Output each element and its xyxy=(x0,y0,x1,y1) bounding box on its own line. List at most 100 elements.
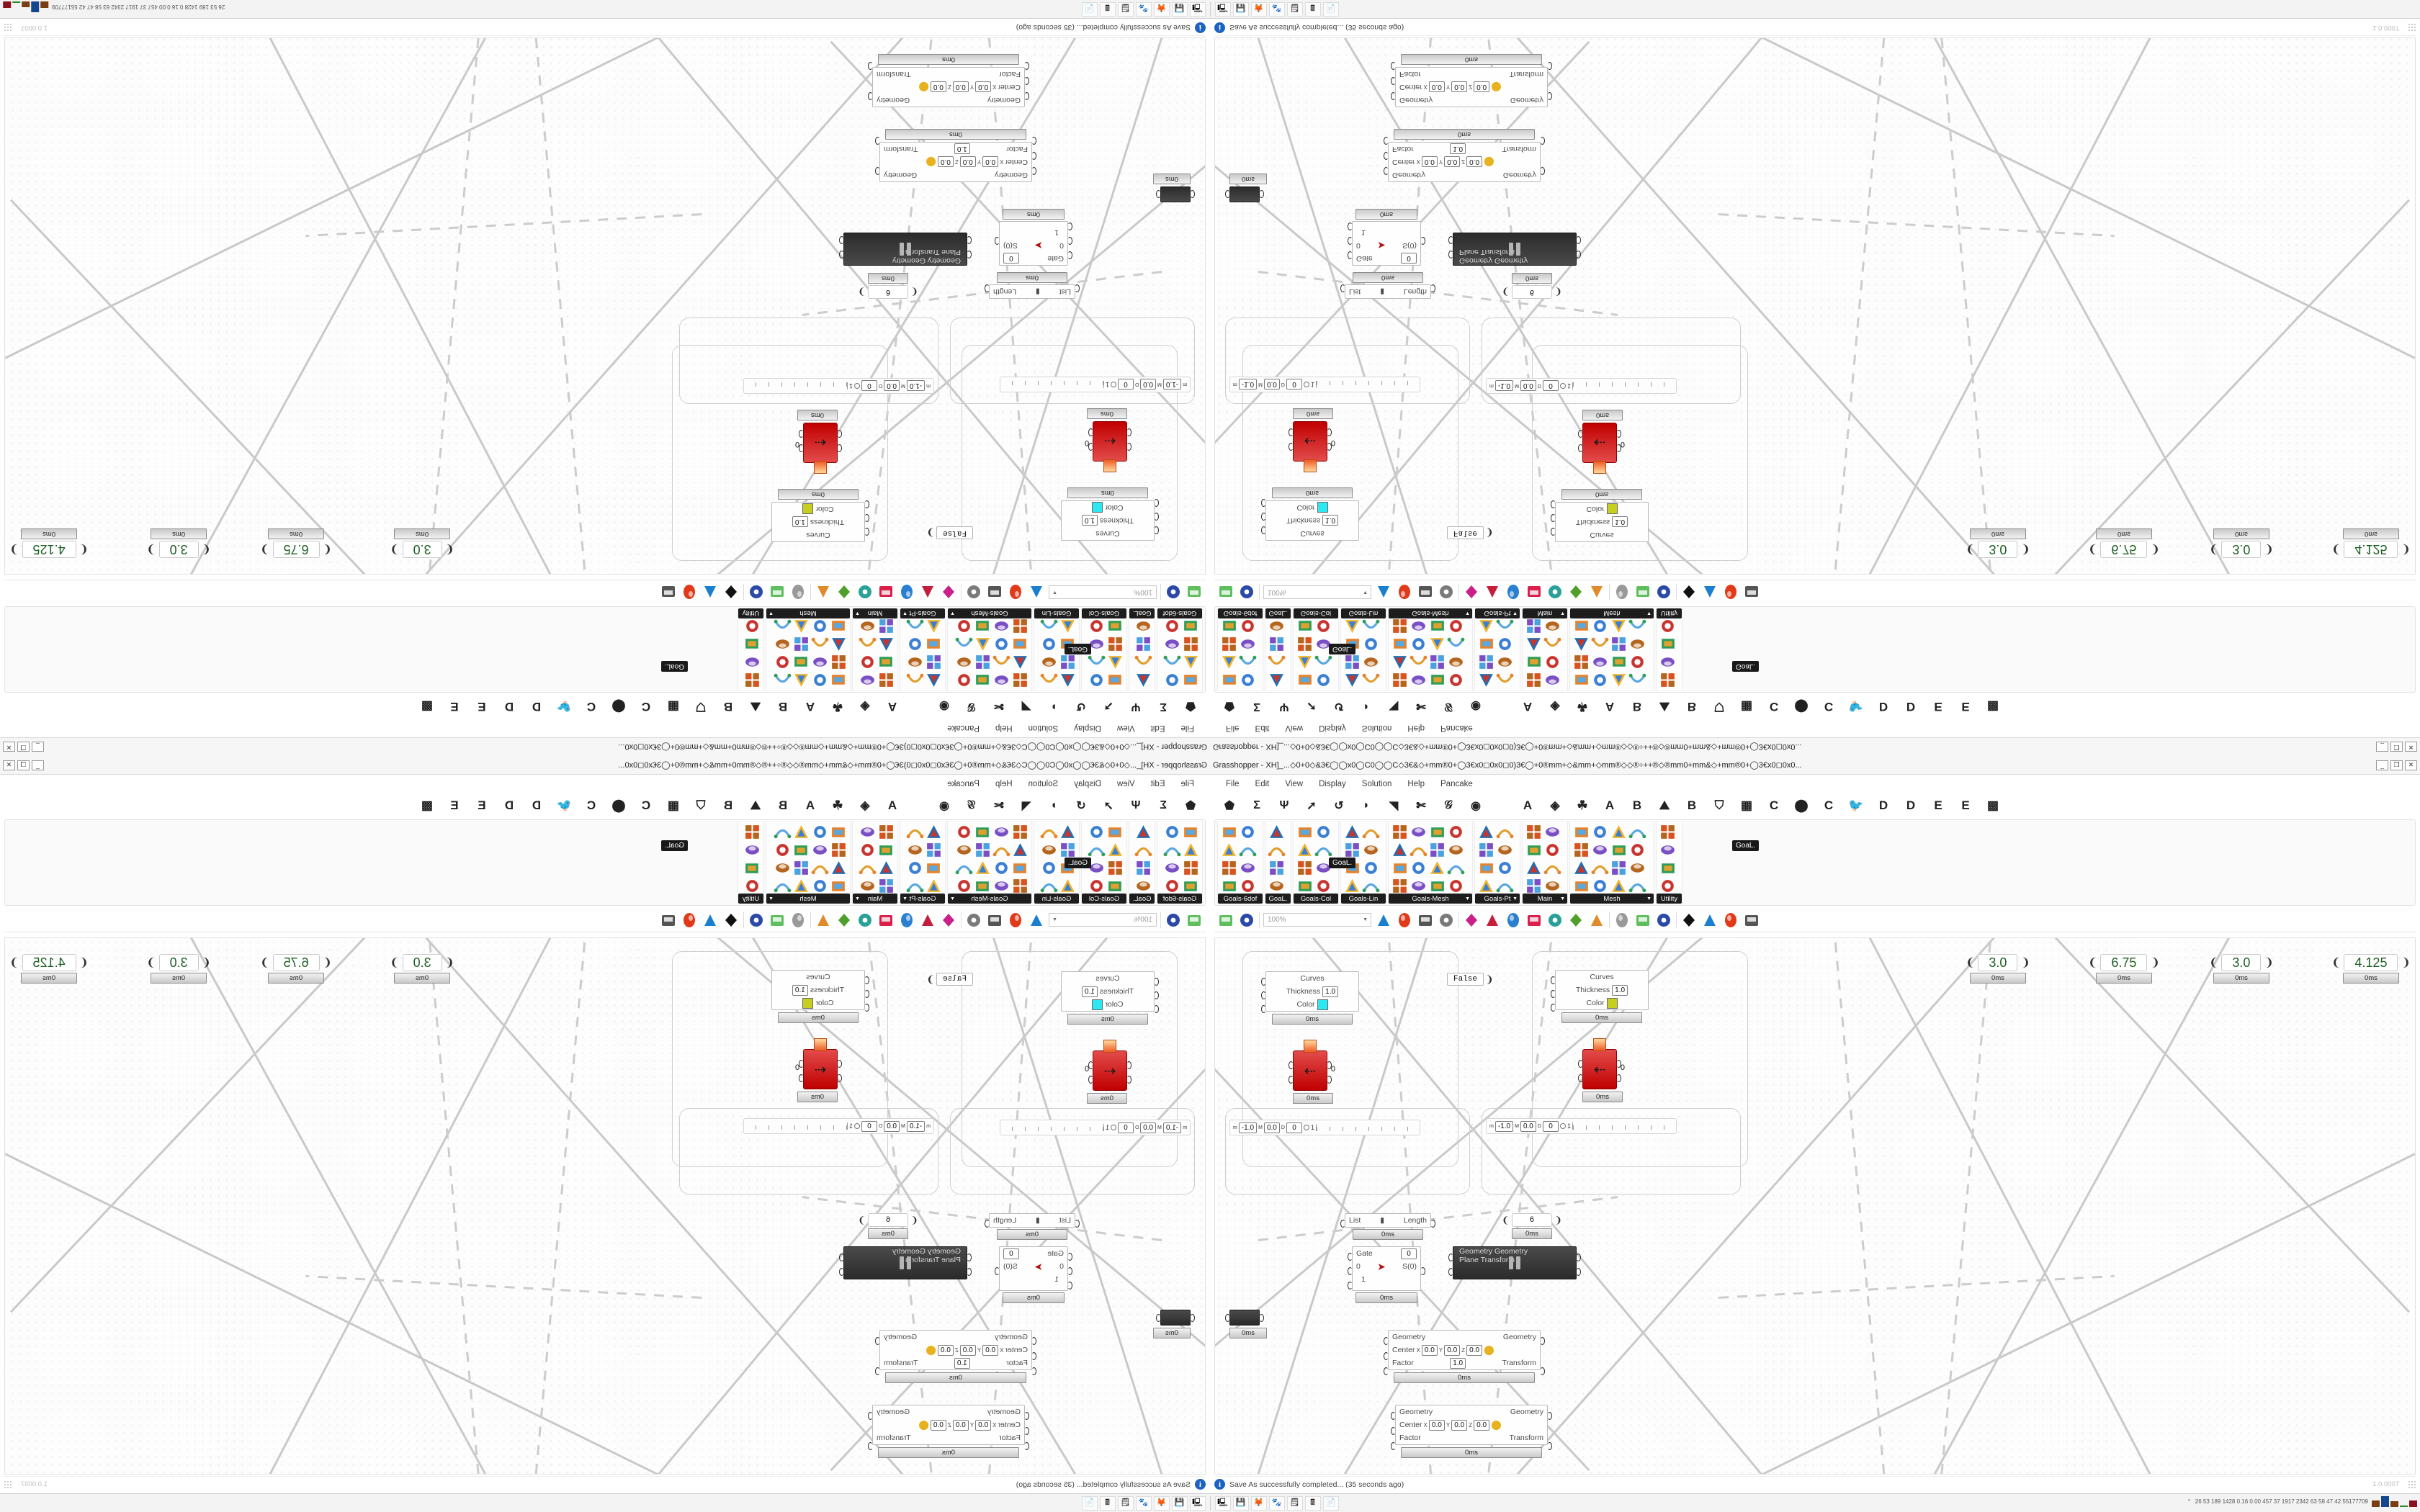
component-icon[interactable] xyxy=(1314,653,1332,671)
component-port[interactable] xyxy=(1261,526,1266,534)
ribbon-group-label[interactable]: Mesh ▼ xyxy=(766,894,850,904)
open-file-icon[interactable] xyxy=(1217,584,1234,601)
notepad-icon[interactable]: 📄 xyxy=(1322,1,1339,17)
dashed-circle-icon[interactable] xyxy=(660,584,677,601)
center-z-value[interactable]: 0.0 xyxy=(937,1344,954,1356)
component-icon[interactable] xyxy=(1296,653,1314,671)
cluster-icon[interactable] xyxy=(1463,912,1480,929)
ribbon-group-label[interactable]: Goals-Lin xyxy=(1034,894,1079,904)
component-port[interactable] xyxy=(1126,428,1131,436)
component-port[interactable] xyxy=(1340,1220,1345,1228)
small-dark-body[interactable] xyxy=(1225,1310,1264,1326)
intersect-icon[interactable]: ✄ xyxy=(994,700,1004,712)
zoom-extents-icon[interactable] xyxy=(1028,912,1045,929)
small-dark-body[interactable] xyxy=(1225,186,1264,202)
component-icon[interactable] xyxy=(1343,877,1361,895)
boolean-toggle[interactable]: False ❩ xyxy=(1447,526,1494,539)
transform-icon[interactable]: 𝒢 xyxy=(1444,799,1453,811)
component-icon[interactable] xyxy=(859,617,877,635)
component-icon[interactable] xyxy=(811,617,829,635)
slider-value[interactable]: 3.0 xyxy=(402,541,442,558)
component-icon[interactable] xyxy=(906,859,924,877)
list-length-component[interactable]: List ▮ Length 0ms xyxy=(985,1213,1080,1240)
component-icon[interactable] xyxy=(1410,877,1428,895)
component-icon[interactable] xyxy=(1239,617,1257,635)
component-icon[interactable] xyxy=(1106,823,1124,841)
number-slider-component[interactable]: m -1.0 M 0.0 D 0 1 xyxy=(1229,1120,1420,1135)
gate-value[interactable]: 0 xyxy=(1401,253,1417,264)
tab-grid-icon[interactable]: ▦ xyxy=(667,700,680,714)
component-icon[interactable] xyxy=(1134,653,1152,671)
component-icon[interactable] xyxy=(1428,859,1446,877)
menu-item-view[interactable]: View xyxy=(1116,724,1135,732)
kangaroo-toggle-cap[interactable] xyxy=(1593,1038,1606,1051)
orient-body[interactable]: Geometry Geometry Plane Transform xyxy=(1448,233,1581,266)
menu-item-solution[interactable]: Solution xyxy=(1361,724,1392,732)
center-y-value[interactable]: 0.0 xyxy=(1451,81,1468,93)
tab-shield-icon[interactable]: ⛉ xyxy=(1714,700,1724,714)
tab-a2[interactable]: A xyxy=(1605,700,1615,714)
component-port[interactable] xyxy=(868,92,873,100)
menu-item-solution[interactable]: Solution xyxy=(1028,780,1059,788)
thickness-value[interactable]: 1.0 xyxy=(1322,515,1339,526)
custom-preview-component[interactable]: Curves Thickness 1.0 Color xyxy=(1061,971,1159,1013)
document-icon[interactable] xyxy=(898,584,915,601)
tab-b2[interactable]: B xyxy=(723,700,733,714)
slider-max-value[interactable]: 0.0 xyxy=(1263,1122,1280,1133)
component-icon[interactable] xyxy=(1268,653,1286,671)
component-port[interactable] xyxy=(1576,236,1581,244)
menu-item-pancake[interactable]: Pancake xyxy=(1440,724,1473,732)
preview-shaded-icon[interactable] xyxy=(1613,912,1631,929)
save-file-icon[interactable] xyxy=(1238,584,1255,601)
component-port[interactable] xyxy=(1348,1267,1353,1275)
orient-body[interactable]: Geometry Geometry Plane Transform xyxy=(839,1246,972,1279)
chevron-down-icon[interactable]: ▼ xyxy=(1646,896,1652,901)
tab-mountain-icon[interactable]: ⛰ xyxy=(1659,700,1670,714)
component-icon[interactable] xyxy=(1628,823,1646,841)
component-icon[interactable] xyxy=(1220,841,1238,859)
resize-grip[interactable] xyxy=(4,1480,12,1488)
component-icon[interactable] xyxy=(830,823,848,841)
component-icon[interactable] xyxy=(1106,635,1124,653)
ribbon-group-label[interactable]: Goals-Lin xyxy=(1341,894,1386,904)
component-port[interactable] xyxy=(1024,1427,1029,1435)
component-port[interactable] xyxy=(1551,528,1556,536)
number-slider-top-2[interactable]: ❨ 3.0 ❩ 0ms xyxy=(2209,954,2274,984)
close-button[interactable]: ✕ xyxy=(2405,742,2417,752)
number-slider-top-3[interactable]: ❨ 4.125 ❩ 0ms xyxy=(2331,528,2411,558)
component-icon[interactable] xyxy=(925,859,943,877)
component-icon[interactable] xyxy=(774,671,792,689)
list-length-component[interactable]: List ▮ Length 0ms xyxy=(1340,1213,1435,1240)
tab-a1[interactable]: A xyxy=(1523,700,1533,714)
component-port[interactable] xyxy=(1576,251,1581,258)
center-z-value[interactable]: 0.0 xyxy=(1466,1344,1483,1356)
component-icon[interactable] xyxy=(1059,617,1077,635)
tab-grid2-icon[interactable]: ▩ xyxy=(1986,798,1999,812)
component-icon[interactable] xyxy=(1447,859,1465,877)
params-icon[interactable]: ⬟ xyxy=(1224,800,1234,812)
component-icon[interactable] xyxy=(1362,859,1380,877)
center-x-value[interactable]: 0.0 xyxy=(1421,1344,1438,1356)
ribbon-group-label[interactable]: Goals-Lin xyxy=(1341,608,1386,618)
component-icon[interactable] xyxy=(1362,841,1380,859)
component-port[interactable] xyxy=(1261,991,1266,999)
component-icon[interactable] xyxy=(1182,841,1200,859)
panel-six[interactable]: ❨ 6 ❩ 0ms xyxy=(858,273,918,299)
blackwhite-image-icon[interactable]: 🐾 xyxy=(1135,1,1152,17)
component-port[interactable] xyxy=(1154,978,1159,986)
tab-bird-icon[interactable]: 🐦 xyxy=(556,798,572,812)
slider-value[interactable]: 3.0 xyxy=(158,954,199,971)
component-port[interactable] xyxy=(1156,190,1161,198)
component-icon[interactable] xyxy=(1182,635,1200,653)
minimize-button[interactable]: _ xyxy=(2376,760,2388,770)
component-port[interactable] xyxy=(1340,284,1345,292)
component-icon[interactable] xyxy=(811,635,829,653)
notes-icon[interactable]: 🗒 xyxy=(1117,1495,1134,1511)
component-icon[interactable] xyxy=(877,635,895,653)
tab-d1[interactable]: D xyxy=(532,700,542,714)
component-port[interactable] xyxy=(864,990,869,998)
component-icon[interactable] xyxy=(1410,823,1428,841)
component-port[interactable] xyxy=(1391,62,1396,70)
component-icon[interactable] xyxy=(1543,859,1561,877)
component-icon[interactable] xyxy=(1525,877,1543,895)
